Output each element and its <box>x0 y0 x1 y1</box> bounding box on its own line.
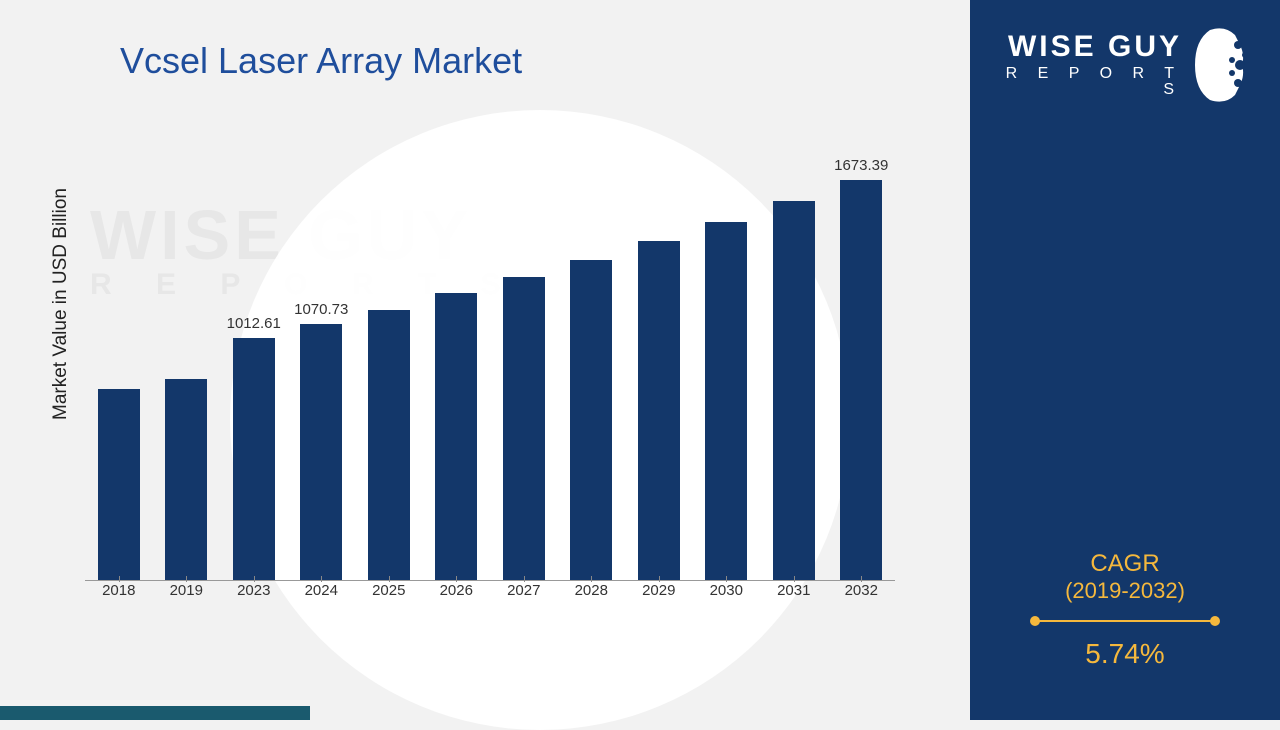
bar-chart: 1012.61 1070.73 1673.39 <box>85 150 895 580</box>
x-tick: 2029 <box>625 582 693 599</box>
bar-wrap <box>85 150 153 580</box>
bar <box>840 180 882 580</box>
brand-text: WISE GUY R E P O R T S <box>980 32 1182 98</box>
bar <box>368 310 410 580</box>
x-tick: 2025 <box>355 582 423 599</box>
x-tick: 2024 <box>288 582 356 599</box>
bar <box>570 260 612 580</box>
x-tick: 2030 <box>693 582 761 599</box>
bar <box>773 201 815 580</box>
bar <box>300 324 342 580</box>
bar-wrap <box>693 150 761 580</box>
x-tick: 2018 <box>85 582 153 599</box>
bar <box>233 338 275 580</box>
brand-logo: WISE GUY R E P O R T S <box>980 20 1260 110</box>
bar <box>165 379 207 580</box>
bar-wrap: 1673.39 <box>828 150 896 580</box>
chart-baseline <box>85 580 895 581</box>
x-tick: 2031 <box>760 582 828 599</box>
cagr-years: (2019-2032) <box>1005 578 1245 604</box>
bar <box>98 389 140 580</box>
x-tick: 2032 <box>828 582 896 599</box>
brand-head-icon <box>1190 25 1260 105</box>
cagr-divider <box>1035 620 1215 622</box>
bar <box>705 222 747 580</box>
bar <box>435 293 477 580</box>
x-tick: 2028 <box>558 582 626 599</box>
cagr-title: CAGR <box>1005 550 1245 578</box>
cagr-block: CAGR (2019-2032) 5.74% <box>1005 550 1245 670</box>
bar-wrap <box>423 150 491 580</box>
bar-value-label: 1012.61 <box>227 315 281 332</box>
bar-wrap <box>355 150 423 580</box>
bar-wrap: 1012.61 <box>220 150 288 580</box>
bar-wrap <box>760 150 828 580</box>
main-area: Vcsel Laser Array Market WISE GUY R E P … <box>0 0 970 720</box>
x-tick: 2026 <box>423 582 491 599</box>
bar <box>638 241 680 580</box>
x-tick: 2027 <box>490 582 558 599</box>
y-axis-label: Market Value in USD Billion <box>50 188 72 420</box>
sidebar: WISE GUY R E P O R T S CAGR (2019-2032) … <box>970 0 1280 720</box>
bar-wrap <box>625 150 693 580</box>
bar-value-label: 1070.73 <box>294 301 348 318</box>
x-tick: 2023 <box>220 582 288 599</box>
x-axis: 2018201920232024202520262027202820292030… <box>85 582 895 599</box>
chart-title: Vcsel Laser Array Market <box>120 40 522 82</box>
bar-wrap: 1070.73 <box>288 150 356 580</box>
bar-wrap <box>490 150 558 580</box>
bar <box>503 277 545 580</box>
bar-wrap <box>153 150 221 580</box>
bar-value-label: 1673.39 <box>834 157 888 174</box>
footer-accent <box>0 706 310 720</box>
cagr-value: 5.74% <box>1005 638 1245 670</box>
bar-wrap <box>558 150 626 580</box>
x-tick: 2019 <box>153 582 221 599</box>
